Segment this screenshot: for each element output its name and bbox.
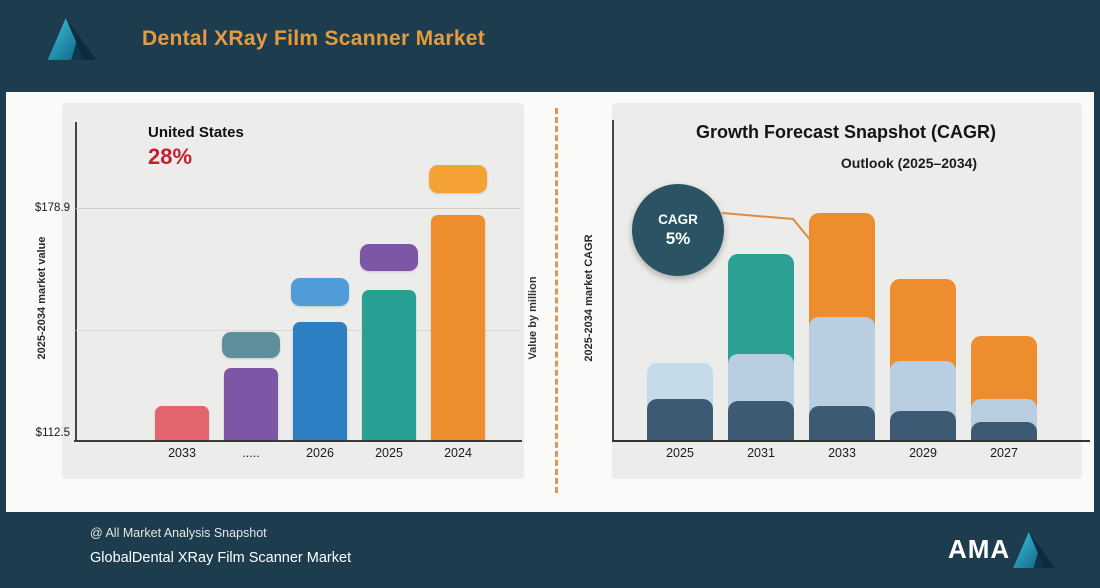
ama-logo-icon [1013, 532, 1056, 568]
left-x-tick-label: ..... [242, 446, 260, 460]
footer-bar: @ All Market Analysis Snapshot GlobalDen… [0, 512, 1100, 588]
left-bar-cap-2026 [291, 278, 349, 306]
left-bar-..... [224, 368, 278, 440]
left-bar-cap-..... [222, 332, 280, 358]
y-tick-top: $178.9 [34, 202, 70, 214]
right-y-axis-line [612, 120, 614, 441]
right-x-tick-label: 2027 [990, 446, 1018, 460]
left-x-tick-label: 2025 [375, 446, 403, 460]
left-x-tick-label: 2033 [168, 446, 196, 460]
region-label: United States [148, 124, 244, 141]
right-bars-layer: 2025 2031 2033 2029 2027 [6, 92, 1094, 512]
right-x-tick-label: 2033 [828, 446, 856, 460]
left-bar-2033 [155, 406, 209, 440]
ama-logo-icon [47, 18, 97, 60]
left-y-axis-line [75, 122, 77, 441]
panel-divider [555, 108, 558, 493]
content-panel: 2025-2034 market value Value by million … [6, 92, 1094, 512]
left-x-tick-label: 2024 [444, 446, 472, 460]
footer-report-line: GlobalDental XRay Film Scanner Market [90, 550, 352, 566]
left-bar-2024 [431, 215, 485, 440]
header-bar: Dental XRay Film Scanner Market [0, 0, 1100, 92]
y-tick-bottom: $112.5 [35, 427, 70, 439]
footer-brand-text: AMA [948, 534, 1011, 564]
left-bar-2026 [293, 322, 347, 440]
left-bar-2025 [362, 290, 416, 440]
left-bar-cap-2024 [429, 165, 487, 193]
left-bar-cap-2025 [360, 244, 418, 271]
right-bar-2025-segment-1 [647, 399, 713, 440]
right-x-tick-label: 2029 [909, 446, 937, 460]
footer-source-line: @ All Market Analysis Snapshot [90, 526, 267, 540]
right-x-axis-line [612, 440, 1090, 442]
right-bar-2031-segment-2 [728, 401, 794, 440]
left-x-tick-label: 2026 [306, 446, 334, 460]
right-bar-2033-segment-2 [809, 406, 875, 440]
right-bar-2029-segment-2 [890, 411, 956, 440]
right-chart-title: Growth Forecast Snapshot (CAGR) [695, 122, 996, 142]
cagr-badge: CAGR 5% [632, 184, 724, 276]
left-bars-layer: 2033..... 2026 2025 2024 [6, 92, 1094, 512]
region-growth-value: 28% [148, 144, 193, 169]
cagr-badge-label: CAGR [658, 211, 698, 227]
right-chart-subtitle: Outlook (2025–2034) [840, 155, 978, 171]
cagr-badge-value: 5% [665, 228, 691, 248]
right-x-tick-label: 2025 [666, 446, 694, 460]
page-title: Dental XRay Film Scanner Market [142, 27, 486, 50]
gridline-top [76, 208, 520, 209]
left-x-axis-line [74, 440, 522, 442]
right-x-tick-label: 2031 [747, 446, 775, 460]
right-bar-2027-segment-2 [971, 422, 1037, 440]
